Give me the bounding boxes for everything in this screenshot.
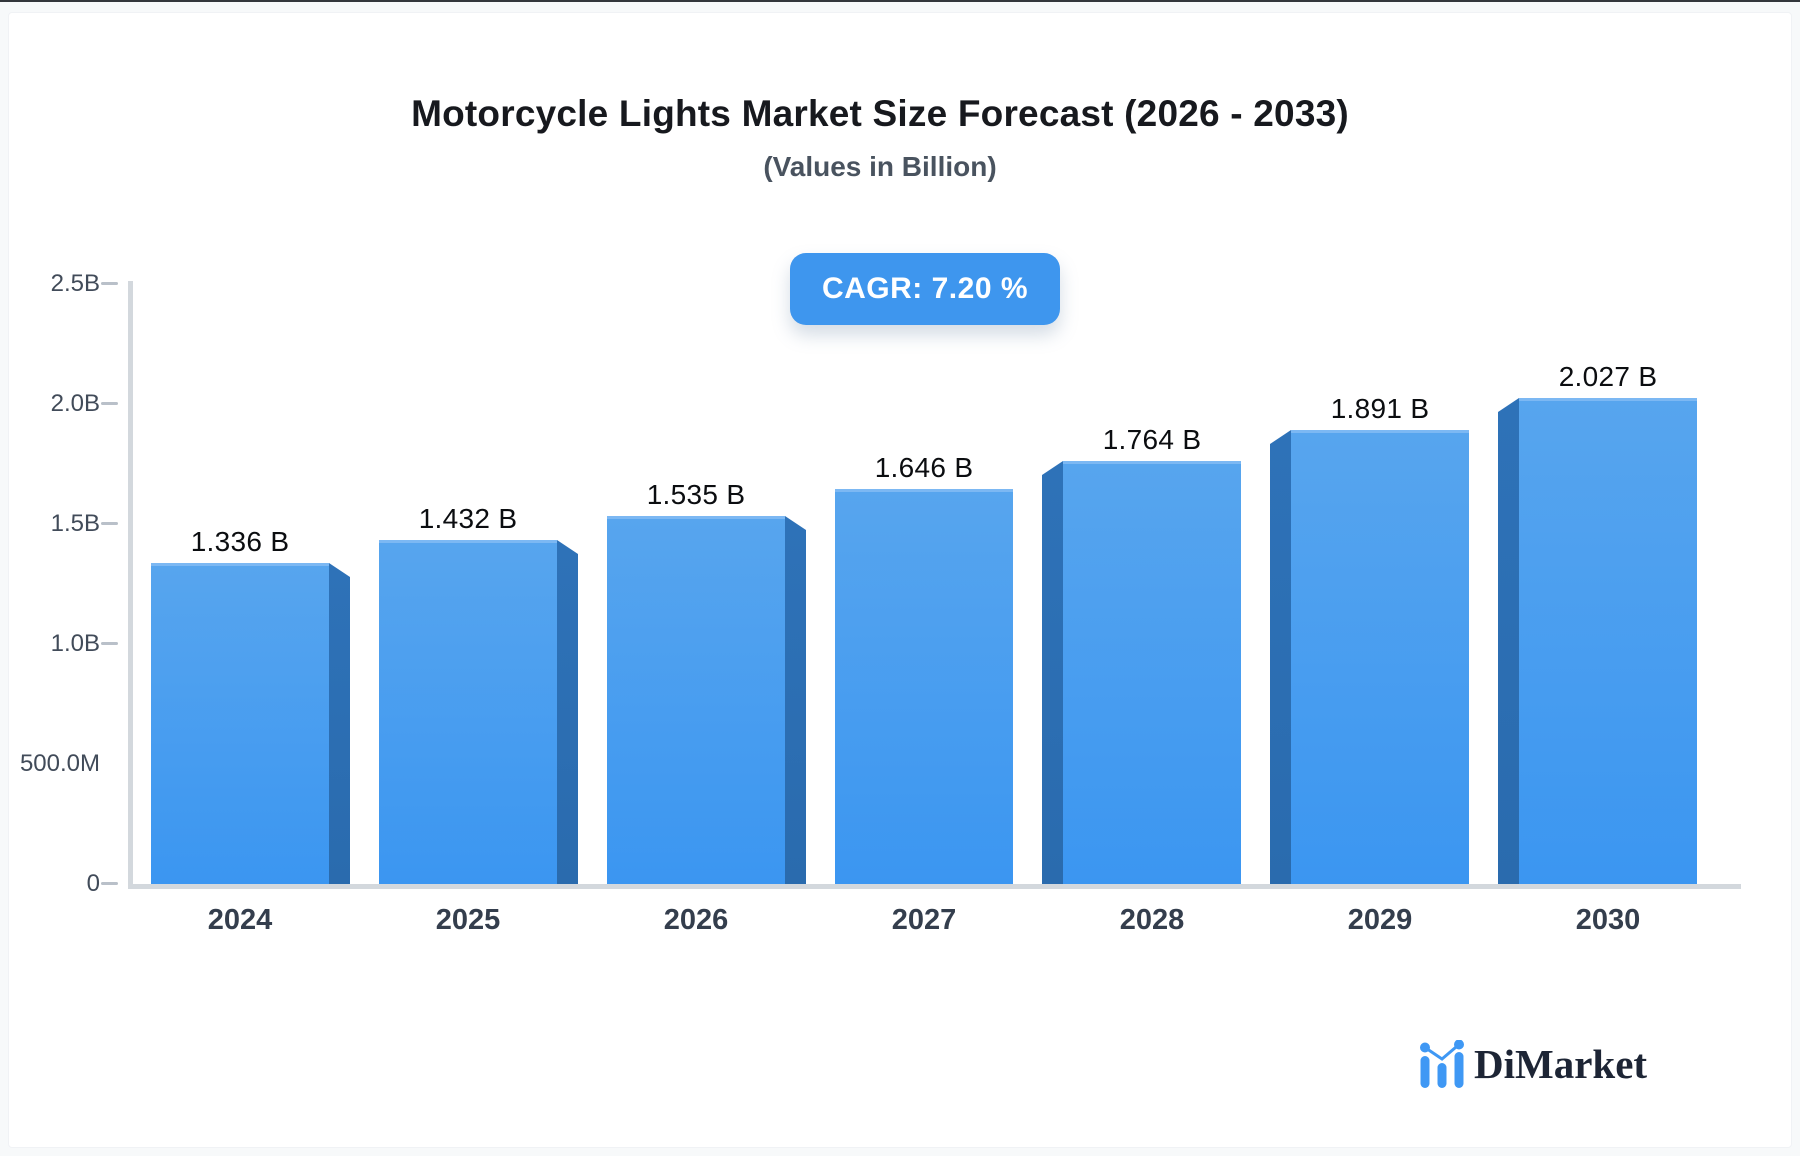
bar-side-2030 (1498, 398, 1519, 884)
x-axis-label-2028: 2028 (1119, 904, 1185, 936)
y-tick-label-2.0B: 2.0B (50, 390, 100, 417)
bar-side-2029 (1270, 430, 1291, 884)
chart-title: Motorcycle Lights Market Size Forecast (… (411, 93, 1349, 134)
y-tick-dash-2.5B (101, 282, 118, 285)
bar-2026 (607, 516, 785, 884)
y-tick-dash-2.0B (101, 402, 118, 405)
dimarket-logo: DiMarket (1419, 1040, 1647, 1088)
x-axis-label-2030: 2030 (1575, 904, 1641, 936)
chart-subtitle: (Values in Billion) (763, 151, 997, 182)
bar-value-label-2026: 1.535 B (646, 479, 746, 510)
bar-side-2024 (329, 563, 350, 884)
y-tick-dash-0 (101, 882, 118, 885)
bar-value-label-2024: 1.336 B (190, 526, 290, 557)
bar-side-2026 (785, 516, 806, 884)
chart-header: Motorcycle Lights Market Size Forecast (… (0, 92, 1760, 184)
bar-2029 (1291, 430, 1469, 884)
cagr-badge-label: CAGR: 7.20 % (821, 272, 1029, 305)
bar-value-label-2029: 1.891 B (1330, 393, 1430, 424)
bar-2027 (835, 489, 1013, 884)
dimarket-logo-text: DiMarket (1474, 1041, 1648, 1087)
bar-2025 (379, 540, 557, 884)
x-axis-label-2024: 2024 (207, 904, 273, 936)
bar-value-label-2028: 1.764 B (1102, 424, 1202, 455)
bar-side-2028 (1042, 461, 1063, 884)
x-axis-label-2025: 2025 (435, 904, 501, 936)
y-tick-label-2.5B: 2.5B (50, 270, 100, 297)
window-top-edge (0, 0, 1800, 2)
x-axis-label-2029: 2029 (1347, 904, 1413, 936)
dimarket-bars-logo-icon (1420, 1040, 1464, 1088)
y-tick-label-1.0B: 1.0B (50, 630, 100, 657)
y-axis-line (128, 281, 133, 889)
y-tick-label-1.5B: 1.5B (50, 510, 100, 537)
bar-side-2025 (557, 540, 578, 884)
x-axis-label-2027: 2027 (891, 904, 957, 936)
bar-value-label-2027: 1.646 B (874, 452, 974, 483)
y-tick-dash-1.5B (101, 522, 118, 525)
bar-value-label-2030: 2.027 B (1558, 361, 1658, 392)
y-tick-label-500.0M: 500.0M (19, 750, 100, 777)
bar-2028 (1063, 461, 1241, 884)
x-axis-label-2026: 2026 (663, 904, 729, 936)
bar-value-label-2025: 1.432 B (418, 503, 518, 534)
y-tick-dash-1.0B (101, 642, 118, 645)
x-baseline (128, 884, 1741, 889)
bar-2030 (1519, 398, 1697, 884)
cagr-badge: CAGR: 7.20 % (790, 253, 1060, 325)
bar-2024 (151, 563, 329, 884)
y-tick-label-0: 0 (86, 870, 100, 897)
